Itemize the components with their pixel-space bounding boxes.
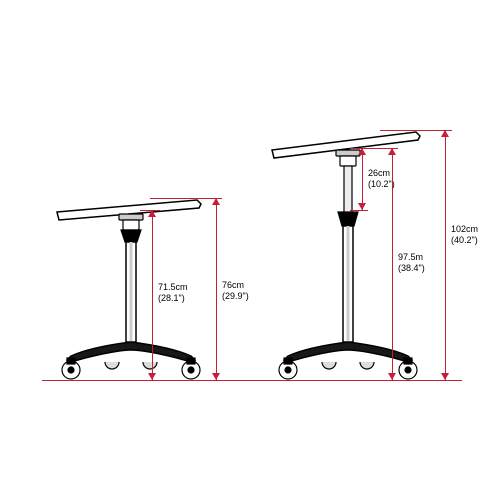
dim-in: (29.9") (222, 291, 249, 301)
right-outer-label: 102cm (40.2") (451, 224, 478, 246)
dim-cm: 71.5cm (158, 282, 188, 292)
left-inner-arrow-down (148, 373, 156, 380)
left-outer-arrow-down (212, 373, 220, 380)
dim-cm: 102cm (451, 224, 478, 234)
left-inner-label: 71.5cm (28.1") (158, 282, 188, 304)
dim-cm: 26cm (368, 168, 390, 178)
dim-in: (28.1") (158, 293, 185, 303)
right-outer-arrow-down (441, 373, 449, 380)
left-inner-arrow-up (148, 210, 156, 217)
dim-in: (40.2") (451, 235, 478, 245)
dim-in: (38.4") (398, 263, 425, 273)
right-ext-label: 26cm (10.2") (368, 168, 395, 190)
right-ext-tick-bot (350, 210, 368, 211)
right-outer-arrow-up (441, 130, 449, 137)
right-ext-arrow-up (358, 148, 366, 155)
right-inner-arrow-up (388, 148, 396, 155)
product-lowered (55, 198, 215, 382)
left-outer-label: 76cm (29.9") (222, 280, 249, 302)
dim-in: (10.2") (368, 179, 395, 189)
right-inner-line (392, 148, 393, 380)
right-ext-line (362, 148, 363, 210)
right-ext-arrow-down (358, 203, 366, 210)
left-inner-line (152, 210, 153, 380)
left-outer-line (216, 198, 217, 380)
product-lowered-svg (55, 198, 215, 382)
left-outer-arrow-up (212, 198, 220, 205)
right-outer-line (445, 130, 446, 380)
dim-cm: 97.5m (398, 252, 423, 262)
right-inner-label: 97.5m (38.4") (398, 252, 425, 274)
right-inner-arrow-down (388, 373, 396, 380)
dim-cm: 76cm (222, 280, 244, 290)
dimension-diagram: 71.5cm (28.1") 76cm (29.9") (0, 0, 500, 500)
